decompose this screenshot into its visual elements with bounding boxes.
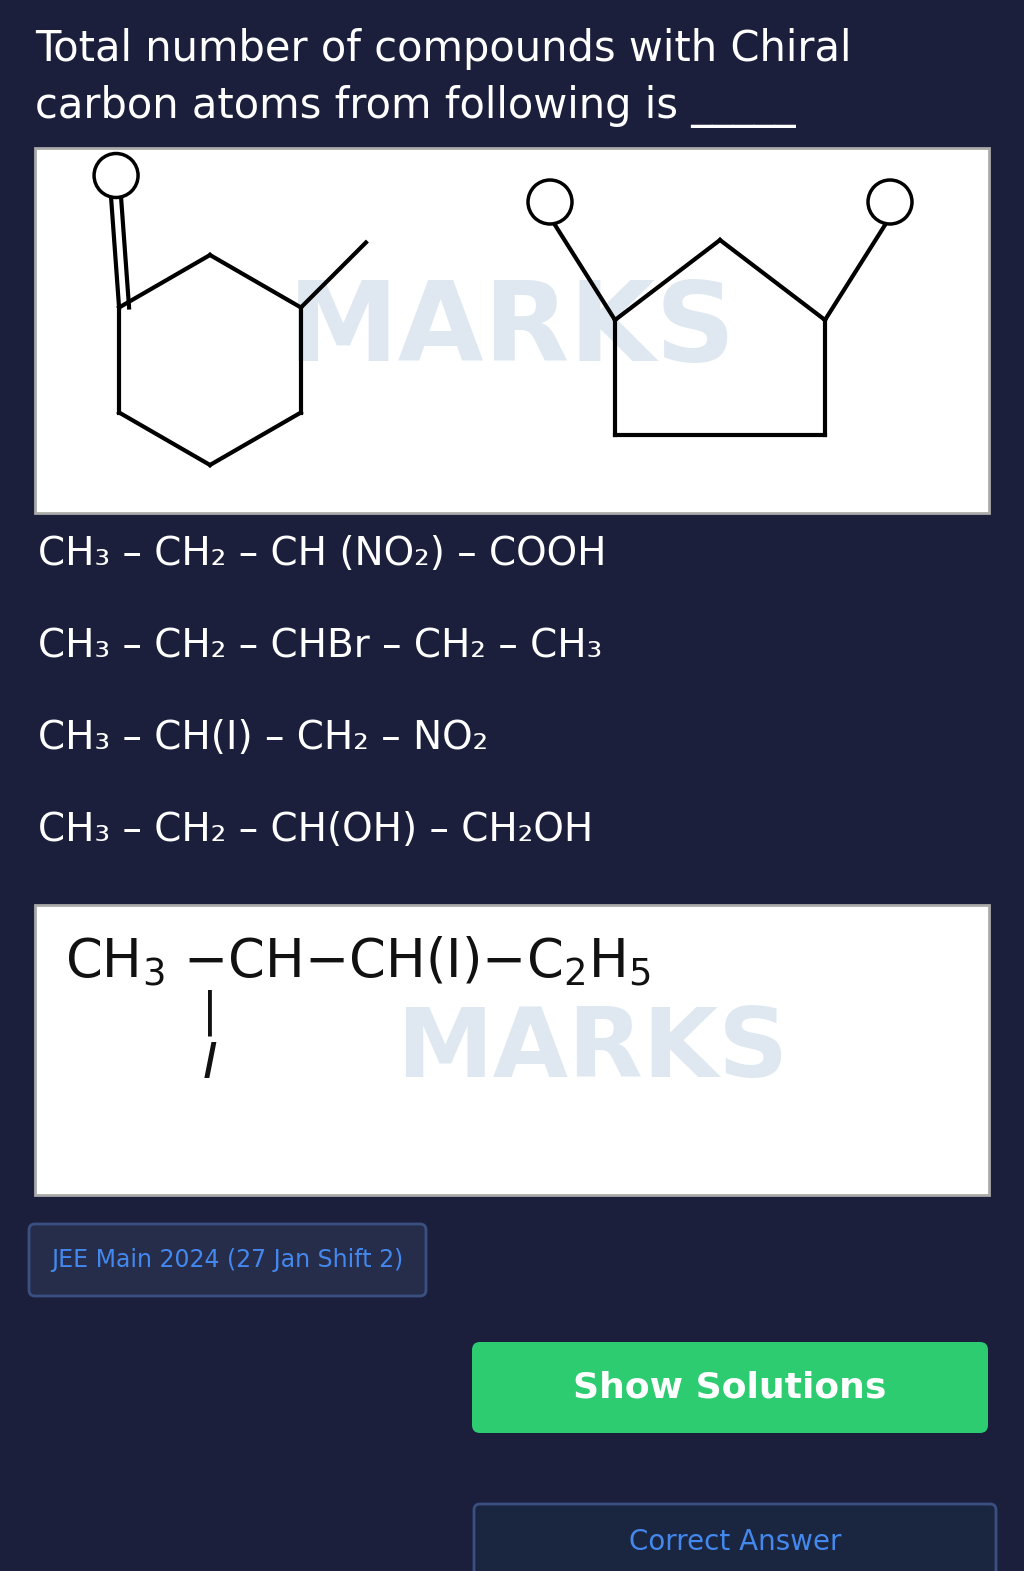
- Text: Show Solutions: Show Solutions: [573, 1370, 887, 1404]
- Circle shape: [528, 181, 572, 225]
- Circle shape: [94, 154, 138, 198]
- Text: MARKS: MARKS: [396, 1004, 788, 1097]
- Text: CH₃ – CH₂ – CH(OH) – CH₂OH: CH₃ – CH₂ – CH(OH) – CH₂OH: [38, 811, 593, 848]
- FancyBboxPatch shape: [35, 905, 989, 1196]
- Text: CH₃ – CH(I) – CH₂ – NO₂: CH₃ – CH(I) – CH₂ – NO₂: [38, 720, 488, 757]
- Text: CH$_3$ $-$CH$-$CH(I)$-$C$_2$H$_5$: CH$_3$ $-$CH$-$CH(I)$-$C$_2$H$_5$: [65, 935, 650, 990]
- Text: carbon atoms from following is _____: carbon atoms from following is _____: [35, 85, 796, 127]
- Text: Correct Answer: Correct Answer: [629, 1529, 842, 1557]
- FancyBboxPatch shape: [472, 1342, 988, 1433]
- Text: I: I: [203, 1040, 217, 1089]
- Text: MARKS: MARKS: [288, 276, 736, 383]
- Text: CH₃ – CH₂ – CH (NO₂) – COOH: CH₃ – CH₂ – CH (NO₂) – COOH: [38, 536, 606, 573]
- FancyBboxPatch shape: [474, 1503, 996, 1571]
- Text: JEE Main 2024 (27 Jan Shift 2): JEE Main 2024 (27 Jan Shift 2): [51, 1247, 403, 1273]
- Circle shape: [868, 181, 912, 225]
- FancyBboxPatch shape: [35, 148, 989, 514]
- FancyBboxPatch shape: [29, 1224, 426, 1296]
- Text: |: |: [202, 990, 218, 1037]
- Text: Total number of compounds with Chiral: Total number of compounds with Chiral: [35, 28, 852, 71]
- Text: CH₃ – CH₂ – CHBr – CH₂ – CH₃: CH₃ – CH₂ – CHBr – CH₂ – CH₃: [38, 627, 602, 665]
